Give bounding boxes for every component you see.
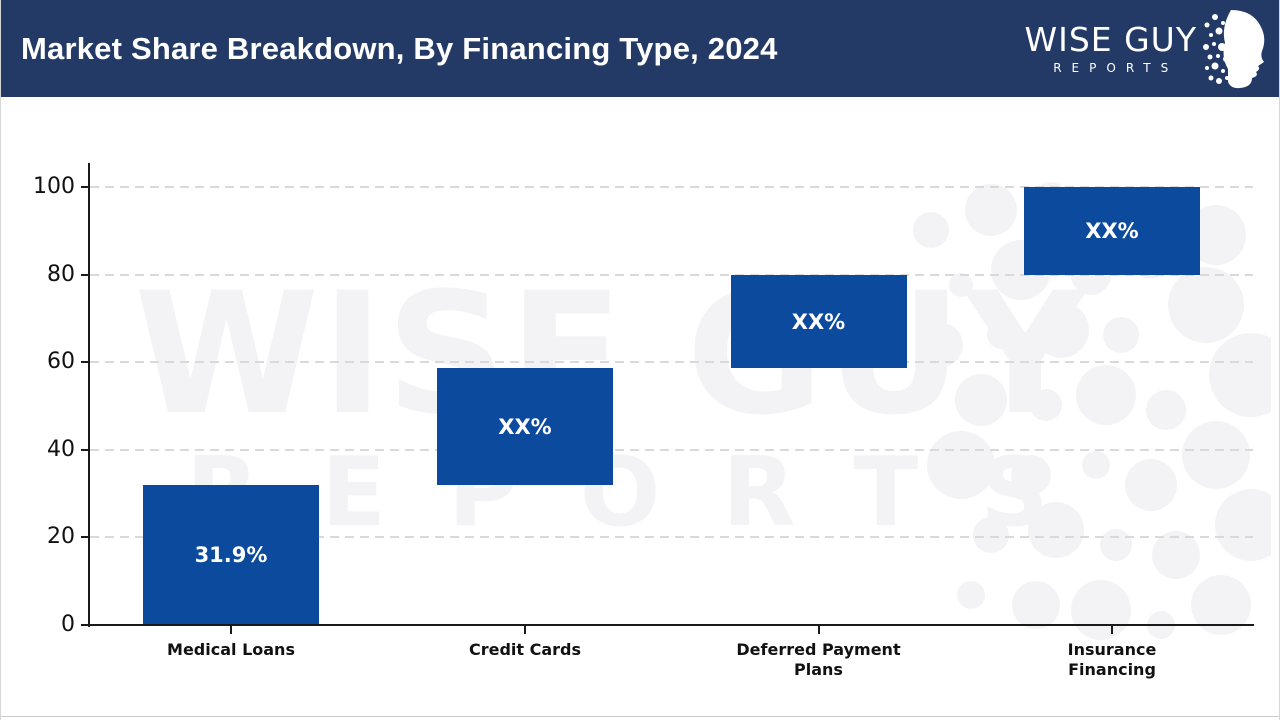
bar-value-label: XX%	[498, 414, 552, 439]
logo-wordmark: WISE GUY	[1024, 20, 1197, 59]
x-category-label: Deferred Payment Plans	[736, 640, 901, 679]
y-tick-mark	[81, 273, 89, 276]
gridline	[90, 273, 1253, 276]
y-tick-label: 20	[47, 524, 75, 550]
bar-value-label: XX%	[1085, 219, 1139, 244]
watermark-subtext: REPORTS	[186, 438, 1111, 548]
gridline	[90, 448, 1253, 451]
y-tick-mark	[81, 624, 89, 626]
header-bar: Market Share Breakdown, By Financing Typ…	[1, 0, 1279, 97]
bar-0: 31.9%	[143, 485, 319, 625]
y-tick-label: 80	[47, 261, 75, 287]
bar-value-label: XX%	[791, 309, 846, 334]
brand-logo: WISE GUY REPORTS	[1024, 7, 1267, 91]
bar-3: XX%	[1024, 187, 1200, 276]
y-tick-mark	[81, 536, 89, 539]
y-tick-label: 60	[47, 349, 75, 375]
logo-head-icon	[1203, 9, 1265, 88]
y-tick-label: 40	[47, 436, 75, 462]
y-axis-line	[88, 163, 90, 627]
x-tick-mark	[524, 625, 526, 634]
x-tick-mark	[230, 625, 232, 634]
y-tick-mark	[81, 361, 89, 364]
x-category-label: Credit Cards	[468, 640, 582, 659]
bar-value-label: 31.9%	[194, 543, 268, 568]
x-axis-line	[86, 624, 1254, 626]
x-tick-mark	[817, 625, 820, 634]
y-tick-mark	[81, 448, 89, 451]
bar-1: XX%	[437, 368, 613, 486]
chart-title: Market Share Breakdown, By Financing Typ…	[21, 30, 778, 66]
gridline	[90, 536, 1253, 539]
y-tick-label: 0	[61, 612, 75, 637]
gridline	[90, 186, 1253, 188]
x-category-label: Insurance Financing	[1067, 640, 1157, 679]
gridline	[90, 361, 1253, 364]
x-tick-mark	[1111, 625, 1113, 634]
logo-subtext: REPORTS	[1053, 61, 1179, 75]
bottom-border	[1, 716, 1279, 717]
y-tick-label: 100	[33, 174, 75, 199]
x-category-label: Medical Loans	[167, 640, 295, 659]
y-tick-mark	[81, 186, 89, 188]
bar-2: XX%	[730, 275, 907, 369]
